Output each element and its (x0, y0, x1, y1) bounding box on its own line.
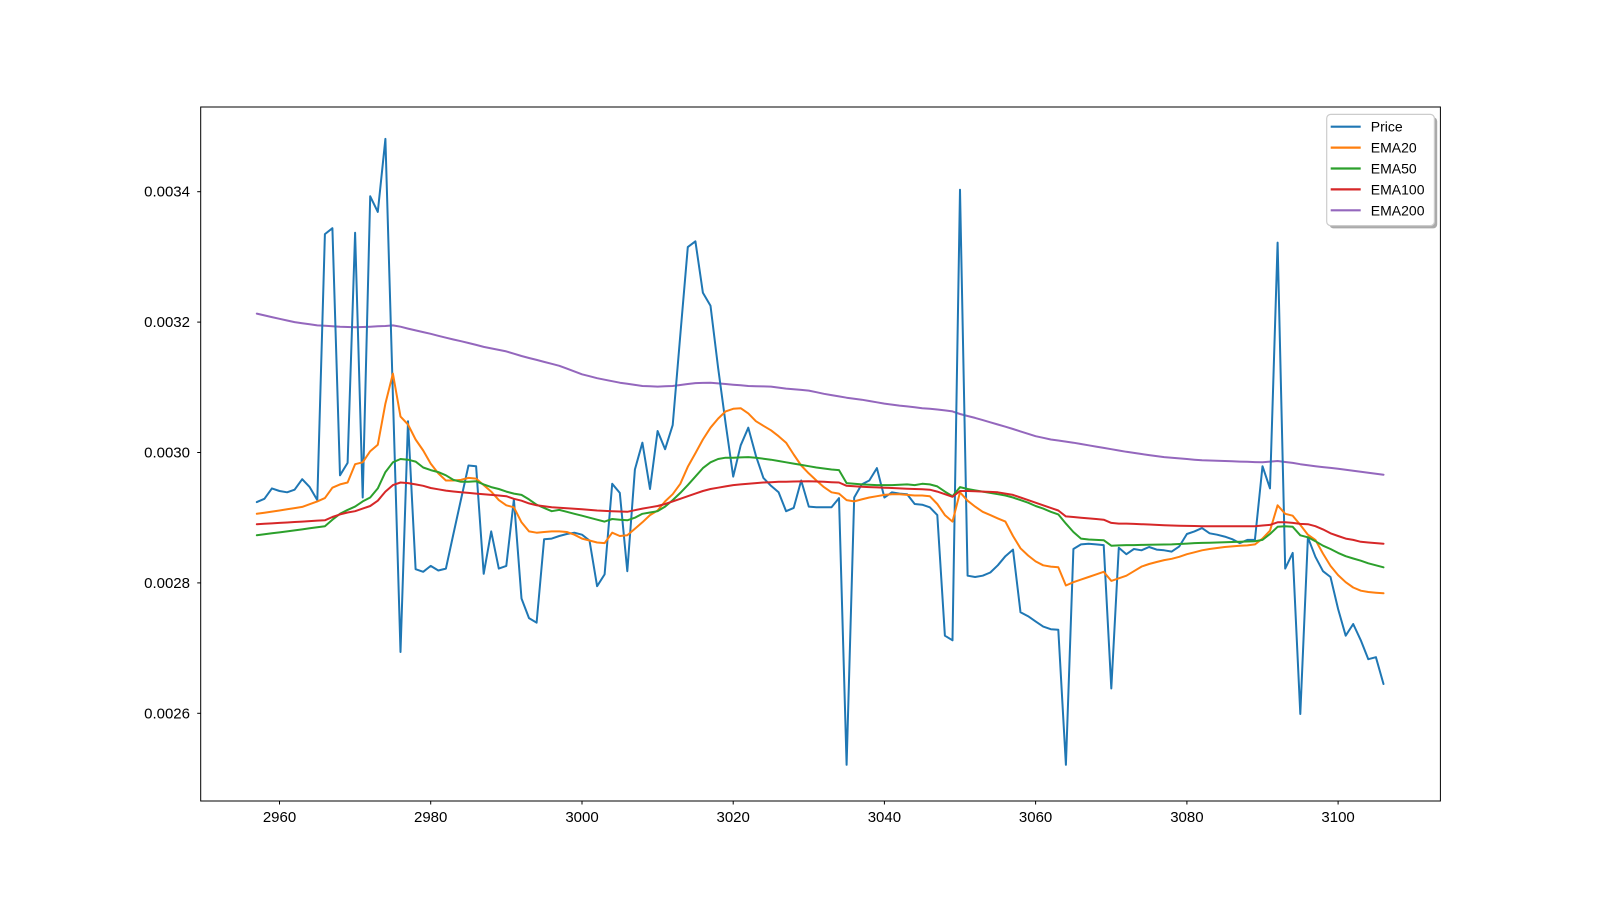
svg-text:3000: 3000 (565, 809, 598, 826)
svg-text:3020: 3020 (717, 809, 750, 826)
svg-text:Price: Price (1371, 119, 1403, 135)
svg-text:EMA200: EMA200 (1371, 202, 1425, 218)
svg-text:3080: 3080 (1170, 809, 1203, 826)
svg-text:0.0032: 0.0032 (144, 314, 190, 331)
svg-text:0.0030: 0.0030 (144, 445, 190, 462)
svg-text:2960: 2960 (263, 809, 296, 826)
svg-text:3040: 3040 (868, 809, 901, 826)
svg-text:3100: 3100 (1321, 809, 1354, 826)
svg-text:3060: 3060 (1019, 809, 1052, 826)
svg-text:0.0026: 0.0026 (144, 705, 190, 722)
svg-text:EMA100: EMA100 (1371, 181, 1425, 197)
svg-text:0.0034: 0.0034 (144, 184, 190, 201)
svg-text:0.0028: 0.0028 (144, 575, 190, 592)
svg-text:2980: 2980 (414, 809, 447, 826)
svg-text:EMA50: EMA50 (1371, 161, 1417, 177)
svg-text:EMA20: EMA20 (1371, 140, 1417, 156)
